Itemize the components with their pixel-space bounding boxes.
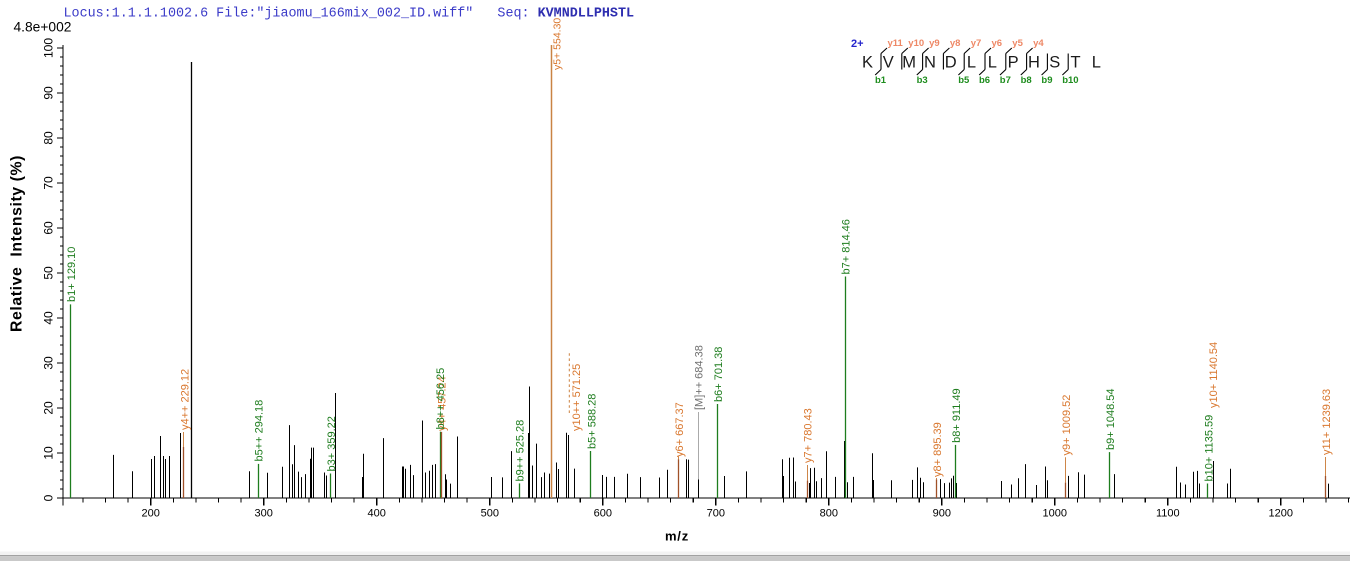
svg-text:100: 100 [42, 38, 56, 58]
svg-text:b8: b8 [1021, 75, 1032, 86]
svg-text:y5+ 554.30: y5+ 554.30 [552, 18, 564, 70]
svg-text:400: 400 [368, 508, 386, 520]
svg-text:y11: y11 [888, 38, 904, 49]
svg-text:600: 600 [594, 508, 612, 520]
svg-text:b7+ 814.46: b7+ 814.46 [841, 219, 853, 274]
svg-text:y6: y6 [992, 38, 1003, 49]
svg-text:500: 500 [481, 508, 499, 520]
svg-text:80: 80 [42, 131, 56, 145]
svg-text:y4: y4 [1033, 38, 1044, 49]
svg-text:L: L [988, 54, 997, 72]
svg-text:T: T [1070, 54, 1080, 72]
svg-text:b8++ 456.25: b8++ 456.25 [435, 368, 447, 430]
svg-text:y7: y7 [971, 38, 982, 49]
svg-text:40: 40 [42, 311, 56, 325]
svg-text:b6+ 701.38: b6+ 701.38 [713, 347, 725, 402]
svg-text:800: 800 [820, 508, 838, 520]
svg-text:b6: b6 [979, 75, 990, 86]
svg-text:N: N [924, 54, 936, 72]
svg-text:y7+ 780.43: y7+ 780.43 [803, 408, 815, 463]
svg-text:H: H [1028, 54, 1040, 72]
svg-text:L: L [1092, 54, 1101, 72]
svg-text:b10: b10 [1062, 75, 1078, 86]
svg-text:90: 90 [42, 86, 56, 100]
svg-text:b7: b7 [1000, 75, 1011, 86]
svg-text:b3+ 359.22: b3+ 359.22 [326, 416, 338, 471]
svg-text:50: 50 [42, 266, 56, 280]
svg-text:700: 700 [707, 508, 725, 520]
svg-text:M: M [902, 54, 916, 72]
svg-text:y8+ 895.39: y8+ 895.39 [932, 422, 944, 477]
svg-text:20: 20 [42, 401, 56, 415]
svg-text:y10++ 571.25: y10++ 571.25 [571, 364, 583, 431]
svg-text:S: S [1049, 54, 1060, 72]
svg-text:V: V [883, 54, 894, 72]
svg-text:L: L [967, 54, 976, 72]
svg-text:y10+ 1140.54: y10+ 1140.54 [1208, 342, 1220, 408]
svg-text:b1+ 129.10: b1+ 129.10 [66, 247, 78, 302]
svg-text:y4++ 229.12: y4++ 229.12 [179, 369, 191, 430]
svg-text:30: 30 [42, 356, 56, 370]
svg-text:60: 60 [42, 221, 56, 235]
svg-text:b9+ 1048.54: b9+ 1048.54 [1105, 389, 1117, 450]
svg-text:4.8e+002: 4.8e+002 [14, 20, 72, 35]
svg-text:y5: y5 [1012, 38, 1023, 49]
svg-text:1000: 1000 [1043, 508, 1067, 520]
svg-text:y11+ 1239.63: y11+ 1239.63 [1321, 389, 1333, 455]
svg-text:0: 0 [42, 494, 56, 501]
svg-text:b5+ 588.28: b5+ 588.28 [586, 394, 598, 449]
svg-text:300: 300 [255, 508, 273, 520]
svg-text:m/z: m/z [665, 529, 689, 544]
svg-text:10: 10 [42, 446, 56, 460]
svg-text:b1: b1 [875, 75, 887, 86]
svg-text:1100: 1100 [1156, 508, 1180, 520]
svg-text:P: P [1008, 54, 1019, 72]
svg-text:900: 900 [933, 508, 951, 520]
svg-text:y9: y9 [929, 38, 940, 49]
svg-text:70: 70 [42, 176, 56, 190]
svg-text:b5++ 294.18: b5++ 294.18 [254, 400, 266, 462]
svg-text:[M]++ 684.38: [M]++ 684.38 [694, 345, 706, 410]
svg-text:y6+ 667.37: y6+ 667.37 [674, 402, 686, 457]
svg-text:b10+ 1135.59: b10+ 1135.59 [1203, 415, 1215, 482]
svg-text:b3: b3 [917, 75, 928, 86]
svg-text:200: 200 [142, 508, 160, 520]
svg-text:1200: 1200 [1269, 508, 1293, 520]
svg-text:b5: b5 [958, 75, 970, 86]
svg-text:2+: 2+ [851, 38, 864, 50]
svg-text:Relative Intensity (%): Relative Intensity (%) [9, 155, 26, 332]
svg-text:D: D [945, 54, 957, 72]
svg-text:b9: b9 [1041, 75, 1052, 86]
svg-text:y4+ 457.24: y4+ 457.24 [436, 376, 448, 431]
svg-text:b8+ 911.49: b8+ 911.49 [951, 388, 963, 443]
svg-text:K: K [862, 54, 873, 72]
svg-text:y8: y8 [950, 38, 961, 49]
svg-text:y9+ 1009.52: y9+ 1009.52 [1061, 395, 1073, 456]
svg-text:Locus:1.1.1.1002.6 File:"jiaom: Locus:1.1.1.1002.6 File:"jiaomu_166mix_0… [64, 7, 635, 22]
svg-text:b9++ 525.28: b9++ 525.28 [515, 420, 527, 482]
svg-text:y10: y10 [908, 38, 924, 49]
